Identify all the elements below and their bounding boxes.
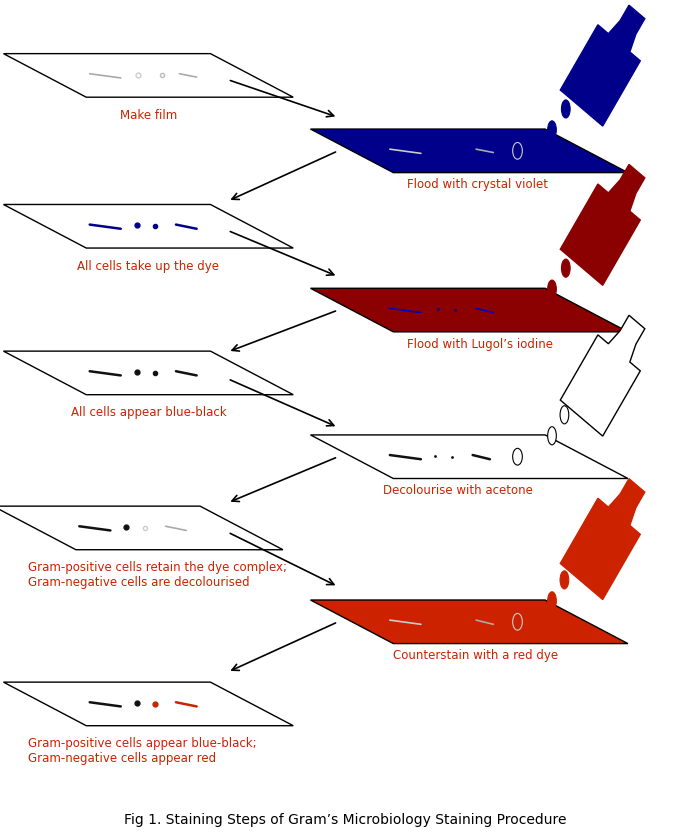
Ellipse shape xyxy=(513,302,522,318)
Ellipse shape xyxy=(548,592,556,610)
Ellipse shape xyxy=(560,571,569,589)
Text: Flood with Lugol’s iodine: Flood with Lugol’s iodine xyxy=(407,338,553,351)
Polygon shape xyxy=(560,315,645,436)
Polygon shape xyxy=(310,288,628,332)
Polygon shape xyxy=(0,506,283,550)
Text: All cells appear blue-black: All cells appear blue-black xyxy=(70,406,226,420)
Ellipse shape xyxy=(548,427,556,445)
Ellipse shape xyxy=(562,100,570,118)
Ellipse shape xyxy=(548,280,556,298)
Polygon shape xyxy=(310,129,628,173)
Polygon shape xyxy=(310,435,628,478)
Polygon shape xyxy=(560,5,645,126)
Text: Fig 1. Staining Steps of Gram’s Microbiology Staining Procedure: Fig 1. Staining Steps of Gram’s Microbio… xyxy=(124,813,566,826)
Polygon shape xyxy=(3,682,293,726)
Polygon shape xyxy=(3,54,293,97)
Ellipse shape xyxy=(562,259,570,277)
Text: All cells take up the dye: All cells take up the dye xyxy=(77,260,219,273)
Text: Make film: Make film xyxy=(120,109,177,122)
Polygon shape xyxy=(560,164,645,285)
Text: Counterstain with a red dye: Counterstain with a red dye xyxy=(393,649,558,663)
Text: Gram-positive cells appear blue-black;
Gram-negative cells appear red: Gram-positive cells appear blue-black; G… xyxy=(28,737,256,765)
Polygon shape xyxy=(3,204,293,248)
Polygon shape xyxy=(560,478,645,599)
Polygon shape xyxy=(310,600,628,644)
Polygon shape xyxy=(3,351,293,395)
Text: Flood with crystal violet: Flood with crystal violet xyxy=(407,178,548,192)
Ellipse shape xyxy=(560,406,569,424)
Text: Gram-positive cells retain the dye complex;
Gram-negative cells are decolourised: Gram-positive cells retain the dye compl… xyxy=(28,561,286,589)
Text: Decolourise with acetone: Decolourise with acetone xyxy=(383,484,533,498)
Ellipse shape xyxy=(548,121,556,139)
